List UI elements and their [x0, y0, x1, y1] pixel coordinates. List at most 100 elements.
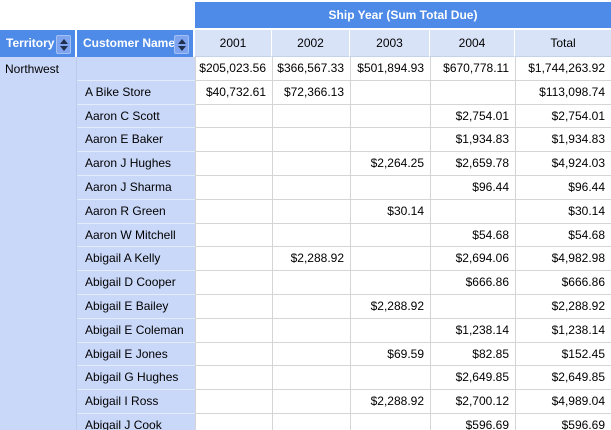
cell-2001 [195, 390, 272, 414]
sort-asc-icon [59, 38, 68, 44]
cell-2002 [272, 366, 350, 391]
territory-group-cell: Northwest [0, 57, 77, 430]
cell-2002: $72,366.13 [272, 80, 350, 105]
cell-2004: $670,778.11 [430, 57, 515, 81]
cell-total: $54.68 [515, 223, 611, 248]
cell-2004: $2,754.01 [430, 104, 515, 129]
cell-total: $1,744,263.92 [515, 57, 611, 81]
cell-2004: $2,700.12 [430, 390, 515, 414]
cell-2001 [195, 152, 272, 176]
cell-2001 [195, 342, 272, 367]
sort-desc-icon [59, 45, 68, 51]
cell-2003: $501,894.93 [350, 57, 430, 81]
customer-name-cell: Aaron W Mitchell [77, 223, 195, 248]
cell-total: $1,238.14 [515, 318, 611, 343]
sort-asc-icon [177, 38, 186, 44]
cell-2004 [430, 295, 515, 319]
cell-2002 [272, 152, 350, 176]
cell-2001 [195, 366, 272, 391]
cell-2004: $1,238.14 [430, 318, 515, 343]
cell-total: $4,924.03 [515, 152, 611, 176]
column-header-total[interactable]: Total [515, 30, 611, 57]
territory-header-label: Territory [6, 36, 55, 50]
cell-2002 [272, 414, 350, 430]
cell-2004: $1,934.83 [430, 128, 515, 153]
cell-2004 [430, 199, 515, 224]
customer-name-cell: Aaron E Baker [77, 128, 195, 153]
cell-2002 [272, 176, 350, 200]
cell-2001 [195, 318, 272, 343]
cell-total: $30.14 [515, 199, 611, 224]
customer-name-cell: Abigail E Bailey [77, 295, 195, 319]
cell-2001 [195, 199, 272, 224]
cell-total: $4,982.98 [515, 247, 611, 272]
sort-territory-icon[interactable] [56, 35, 71, 54]
cell-2002: $2,288.92 [272, 247, 350, 272]
customer-name-cell: Abigail G Hughes [77, 366, 195, 391]
cell-2002 [272, 318, 350, 343]
cell-2004: $54.68 [430, 223, 515, 248]
sort-desc-icon [177, 45, 186, 51]
cell-total: $2,754.01 [515, 104, 611, 129]
cell-2003: $30.14 [350, 199, 430, 224]
cell-2002 [272, 104, 350, 129]
cell-2001 [195, 295, 272, 319]
cell-2001 [195, 128, 272, 153]
customer-name-cell: Abigail I Ross [77, 390, 195, 414]
customer-name-cell: Abigail D Cooper [77, 271, 195, 295]
cell-2003: $69.59 [350, 342, 430, 367]
cell-2004: $666.86 [430, 271, 515, 295]
cell-2001 [195, 414, 272, 430]
customer-name-cell: Abigail E Coleman [77, 318, 195, 343]
cell-2004: $96.44 [430, 176, 515, 200]
column-header-2002[interactable]: 2002 [272, 30, 350, 57]
cell-2001 [195, 104, 272, 129]
customer-name-cell: Abigail J Cook [77, 414, 195, 430]
cell-2003: $2,264.25 [350, 152, 430, 176]
cell-2002 [272, 271, 350, 295]
cell-total: $666.86 [515, 271, 611, 295]
cell-total: $152.45 [515, 342, 611, 367]
cell-2003 [350, 104, 430, 129]
customer-name-cell: Aaron C Scott [77, 104, 195, 129]
cell-2004: $2,649.85 [430, 366, 515, 391]
cell-total: $113,098.74 [515, 80, 611, 105]
cell-2002 [272, 295, 350, 319]
cell-2002 [272, 128, 350, 153]
cell-2003 [350, 80, 430, 105]
column-group-header[interactable]: Ship Year (Sum Total Due) [195, 2, 611, 28]
column-header-territory[interactable]: Territory [0, 30, 77, 57]
column-header-2003[interactable]: 2003 [350, 30, 430, 57]
cell-2002 [272, 342, 350, 367]
column-header-customer-name[interactable]: Customer Name [77, 30, 195, 57]
column-header-2001[interactable]: 2001 [195, 30, 272, 57]
cell-2004: $2,694.06 [430, 247, 515, 272]
cell-2002: $366,567.33 [272, 57, 350, 81]
cell-total: $2,649.85 [515, 366, 611, 391]
customer-name-cell [77, 57, 195, 81]
customer-name-cell: Aaron J Hughes [77, 152, 195, 176]
cell-2003: $2,288.92 [350, 295, 430, 319]
cell-2004: $596.69 [430, 414, 515, 430]
cell-2004: $2,659.78 [430, 152, 515, 176]
cell-2002 [272, 199, 350, 224]
customer-name-cell: Aaron R Green [77, 199, 195, 224]
cell-2001: $205,023.56 [195, 57, 272, 81]
sort-customer-name-icon[interactable] [174, 35, 189, 54]
customer-header-label: Customer Name [83, 36, 176, 50]
cell-2003 [350, 247, 430, 272]
cell-total: $1,934.83 [515, 128, 611, 153]
cell-2003 [350, 223, 430, 248]
customer-name-cell: Abigail E Jones [77, 342, 195, 367]
cell-2004 [430, 80, 515, 105]
customer-name-cell: A Bike Store [77, 80, 195, 105]
cell-2001: $40,732.61 [195, 80, 272, 105]
column-header-2004[interactable]: 2004 [430, 30, 515, 57]
cell-total: $2,288.92 [515, 295, 611, 319]
customer-name-cell: Aaron J Sharma [77, 176, 195, 200]
cell-2003 [350, 366, 430, 391]
cell-2003 [350, 271, 430, 295]
cell-total: $4,989.04 [515, 390, 611, 414]
cell-2002 [272, 223, 350, 248]
cell-2003 [350, 414, 430, 430]
